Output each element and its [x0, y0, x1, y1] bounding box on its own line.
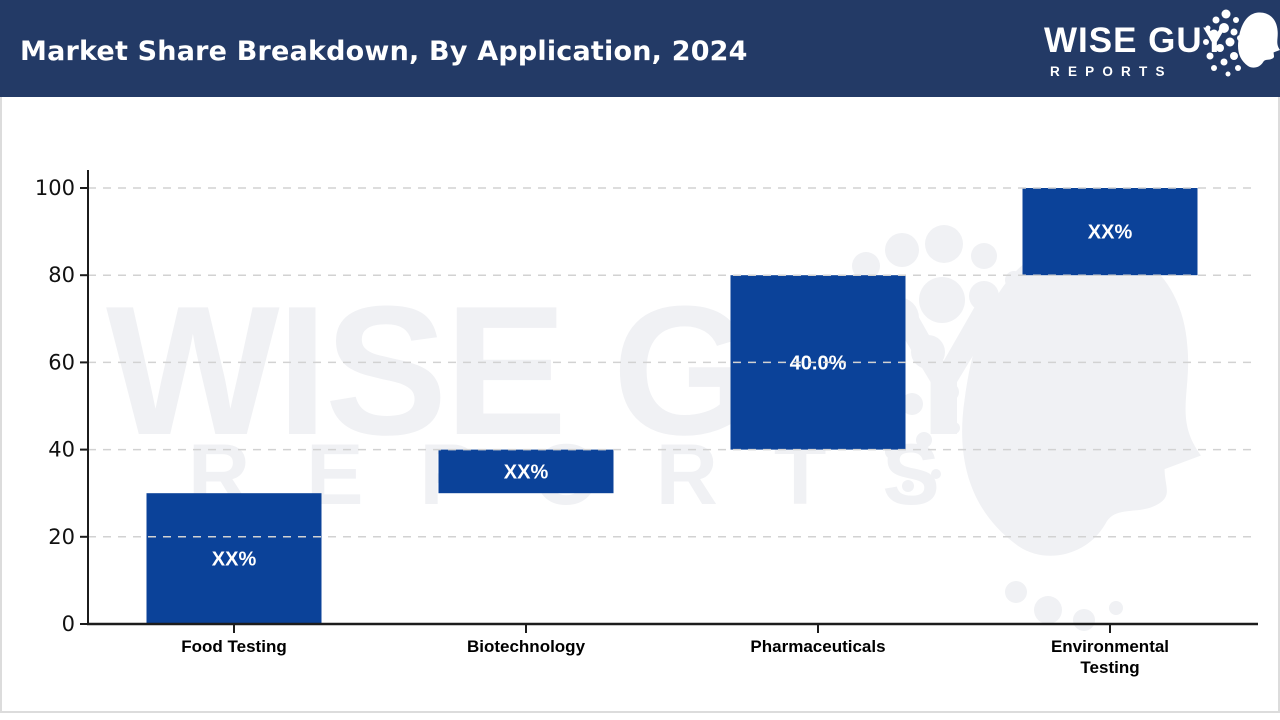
content-frame	[0, 97, 1280, 713]
y-tick-label-80: 80	[48, 263, 75, 287]
bar-value-label-biotechnology: XX%	[504, 461, 549, 483]
logo-dots-icon	[1203, 9, 1245, 77]
logo-face-icon	[1238, 12, 1280, 68]
header: Market Share Breakdown, By Application, …	[0, 0, 1280, 97]
bar-environmental-testing	[1022, 188, 1198, 276]
bar-value-label-environmental-testing: XX%	[1088, 222, 1133, 244]
y-tick-label-100: 100	[35, 176, 75, 200]
logo-wordmark: WISE GUY	[1044, 21, 1227, 60]
watermark-face-icon	[962, 242, 1201, 556]
x-category-label-food-testing: Food Testing	[181, 637, 286, 656]
brand-logo: WISE GUY REPORTS	[1044, 9, 1280, 79]
y-tick-label-40: 40	[48, 438, 75, 462]
x-category-label-pharmaceuticals: Pharmaceuticals	[750, 637, 885, 656]
x-category-label-biotechnology: Biotechnology	[467, 637, 586, 656]
bar-value-label-food-testing: XX%	[212, 549, 257, 571]
bar-value-label-pharmaceuticals: 40.0%	[790, 352, 847, 374]
bar-food-testing	[146, 493, 322, 624]
x-category-label-environmental-testing: Environmental	[1051, 637, 1169, 656]
logo-reports-text: REPORTS	[1050, 64, 1173, 79]
bar-biotechnology	[438, 449, 614, 494]
y-tick-label-60: 60	[48, 350, 75, 374]
y-tick-label-20: 20	[48, 525, 75, 549]
page-title: Market Share Breakdown, By Application, …	[20, 36, 748, 67]
bar-pharmaceuticals	[730, 275, 906, 450]
x-category-label-environmental-testing: Testing	[1080, 658, 1139, 677]
y-tick-label-0: 0	[62, 612, 75, 636]
